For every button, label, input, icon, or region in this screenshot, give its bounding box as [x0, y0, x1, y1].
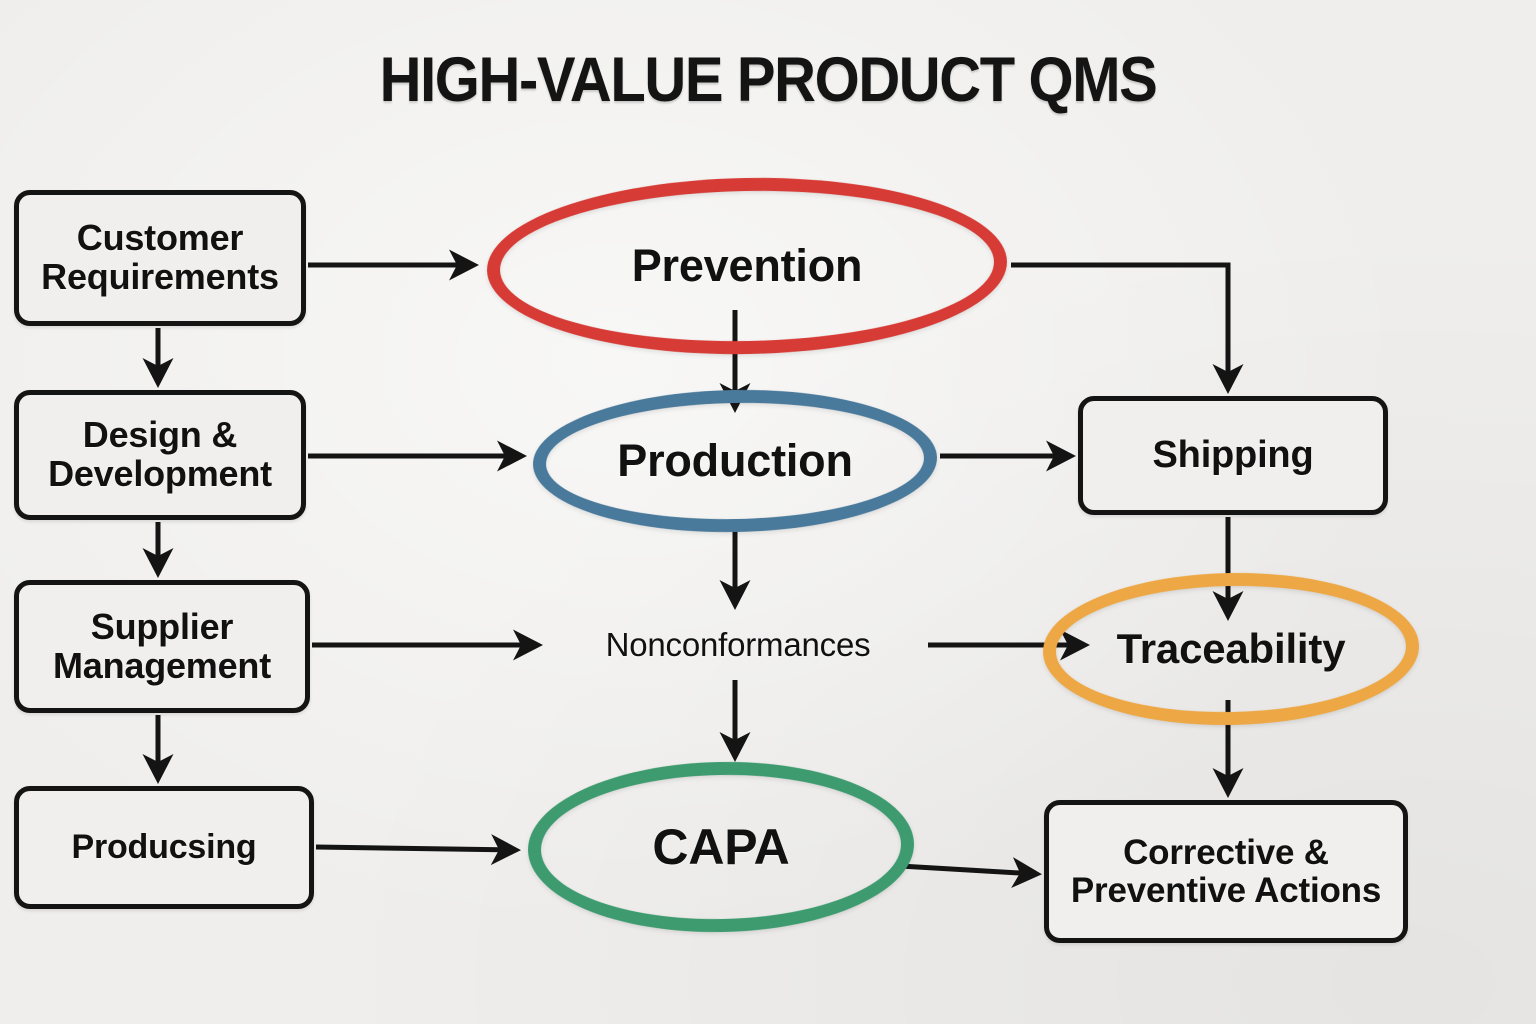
node-label-nonconformances: Nonconformances	[605, 626, 871, 664]
node-label-producsing: Producsing	[71, 828, 257, 867]
connector-capa-to-corrective-preventive-actions	[899, 857, 1042, 889]
node-nonconformances[interactable]: Nonconformances	[551, 612, 925, 678]
node-corrective-preventive-actions[interactable]: Corrective & Preventive Actions	[1044, 800, 1408, 943]
node-prevention[interactable]: Prevention	[485, 173, 1009, 359]
node-label-traceability: Traceability	[1116, 625, 1346, 673]
node-label-production: Production	[617, 434, 853, 486]
connector-producsing-to-capa	[315, 834, 521, 866]
node-label-customer-requirements: Customer Requirements	[41, 217, 279, 297]
node-label-shipping: Shipping	[1152, 433, 1314, 476]
node-shipping[interactable]: Shipping	[1078, 396, 1388, 515]
node-label-design-development: Design & Development	[48, 414, 272, 494]
node-design-development[interactable]: Design & Development	[14, 390, 306, 520]
node-label-capa: CAPA	[652, 819, 790, 875]
node-capa[interactable]: CAPA	[526, 758, 916, 936]
node-traceability[interactable]: Traceability	[1041, 569, 1421, 729]
node-production[interactable]: Production	[531, 386, 939, 536]
page-title: HIGH-VALUE PRODUCT QMS	[379, 45, 1158, 115]
node-label-prevention: Prevention	[631, 239, 863, 291]
node-supplier-management[interactable]: Supplier Management	[14, 580, 310, 713]
node-label-supplier-management: Supplier Management	[52, 605, 272, 686]
node-customer-requirements[interactable]: Customer Requirements	[14, 190, 306, 326]
node-label-corrective-preventive-actions: Corrective & Preventive Actions	[1070, 832, 1382, 910]
connector-prevention-to-shipping	[1011, 262, 1244, 395]
node-producsing[interactable]: Producsing	[14, 786, 314, 909]
